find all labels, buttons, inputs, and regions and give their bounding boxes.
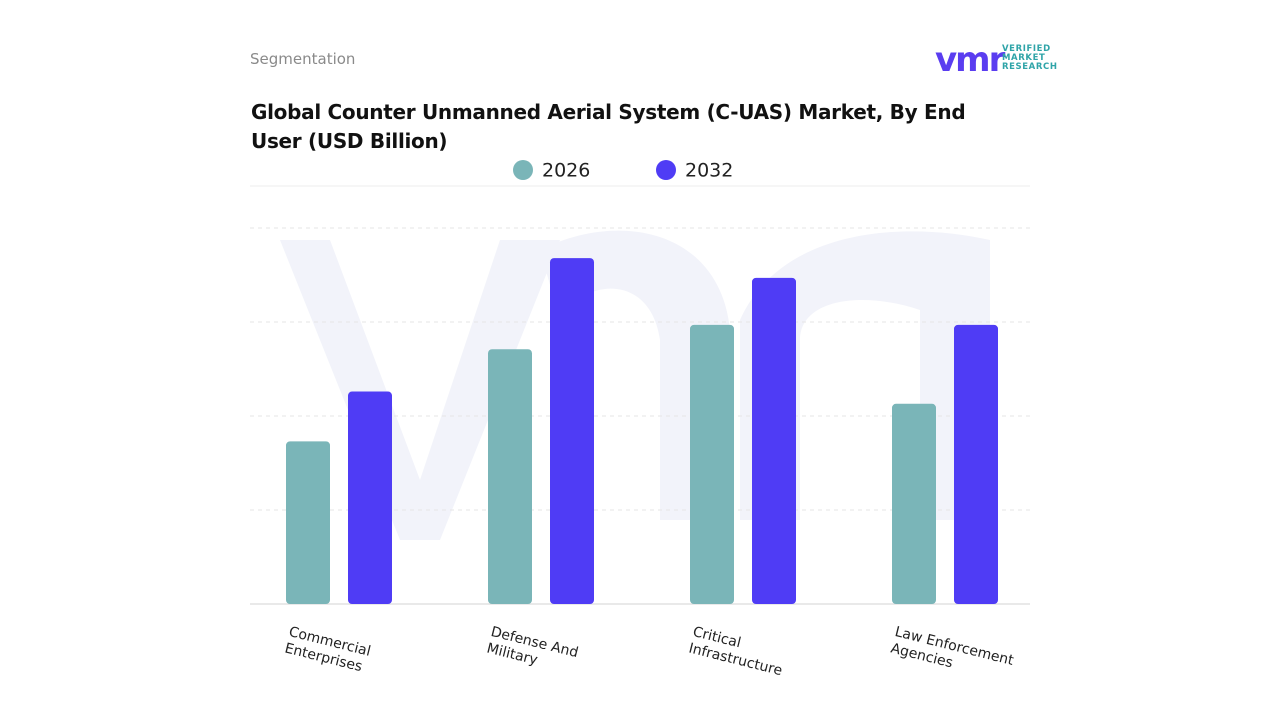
legend-swatch: [656, 160, 676, 180]
bar: [348, 391, 392, 604]
bar: [488, 349, 532, 604]
header: Segmentation: [250, 50, 356, 68]
legend-label: 2026: [542, 160, 590, 182]
watermark: [280, 230, 990, 540]
chart-title: Global Counter Unmanned Aerial System (C…: [251, 100, 966, 153]
bar: [550, 258, 594, 604]
bar: [286, 441, 330, 604]
bar: [954, 324, 998, 604]
logo-text: VERIFIED MARKET RESEARCH: [1002, 44, 1058, 72]
bar: [690, 324, 734, 604]
bar: [892, 403, 936, 604]
legend-swatch: [513, 160, 533, 180]
bar: [752, 277, 796, 604]
legend-label: 2032: [685, 160, 733, 182]
logo-mark: vmr: [935, 40, 1005, 80]
